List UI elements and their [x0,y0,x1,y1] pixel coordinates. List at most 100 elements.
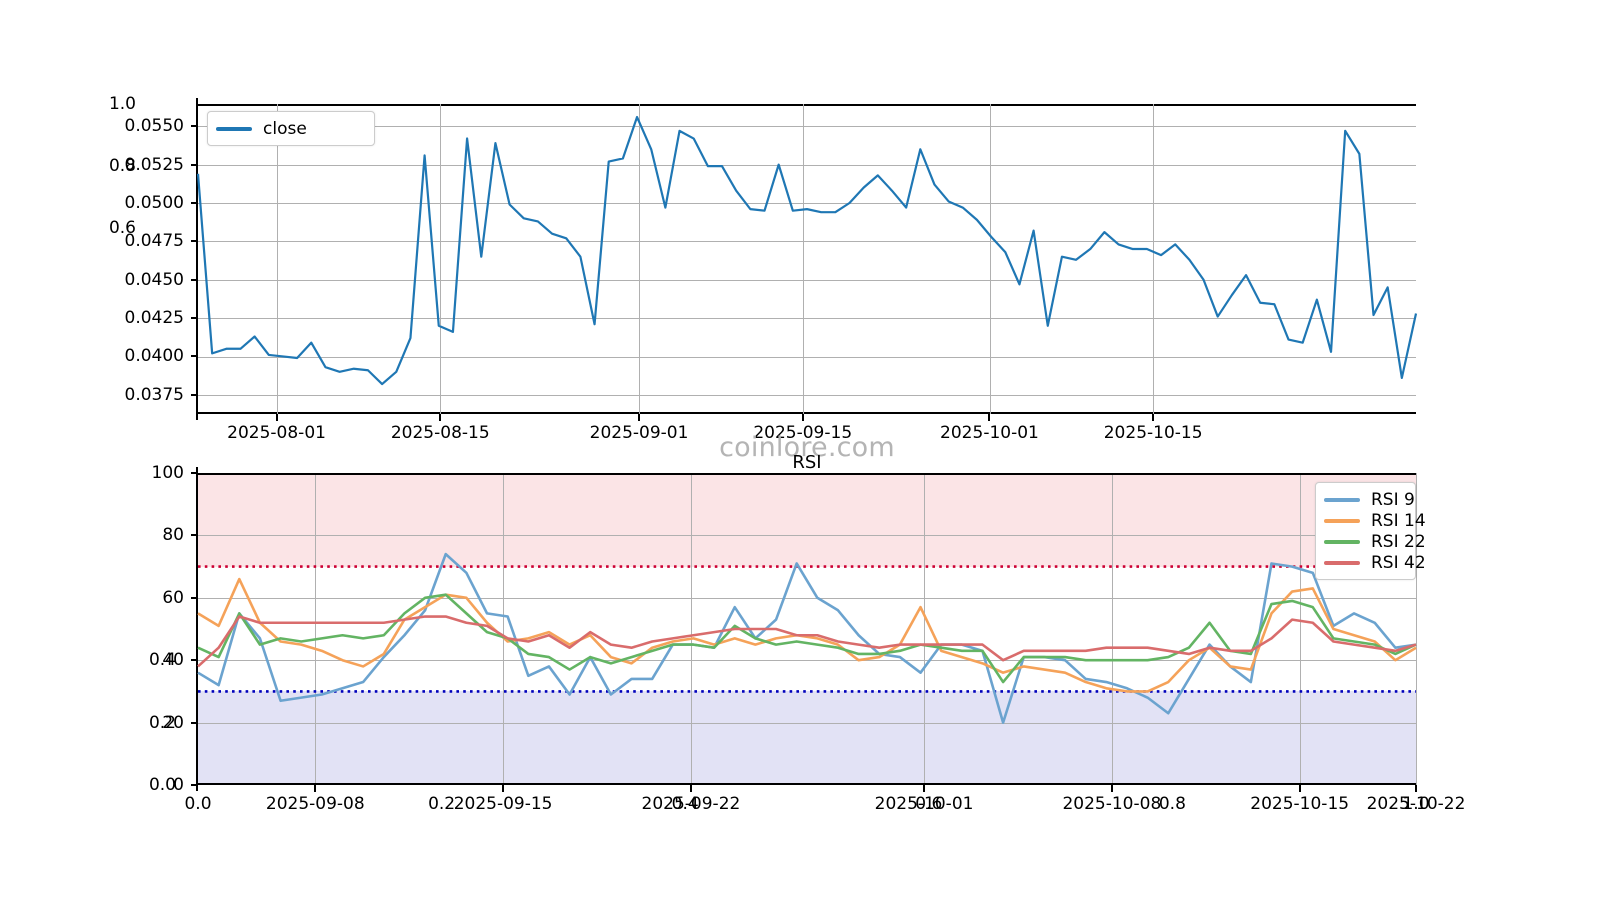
rsi-ytick-label: 80 [162,525,184,546]
rsi-chart-panel [196,467,1417,791]
price-ytick-mark [191,393,198,396]
rsi-gridline-v [1299,473,1301,785]
price-gridline-v [802,104,804,414]
rsi-gridline-v [690,473,692,785]
rsi-ytick-mark [191,596,198,599]
price-gridline-h [198,126,1416,128]
rsi-secondary-xtick-label: 0.6 [915,794,943,814]
rsi-gridline-v [503,473,505,785]
price-panel-left-spine [196,98,198,420]
rsi-xtick-label: 2025-10-22 [1366,794,1466,814]
rsi-panel-title: RSI [792,452,822,473]
price-gridline-v [1153,104,1155,414]
legend-item-close[interactable]: close [216,118,364,139]
rsi-panel-left-spine [196,467,198,791]
rsi-ytick-label: 100 [151,463,184,483]
price-ytick-mark [191,317,198,320]
price-chart-legend[interactable]: close [207,111,375,146]
price-secondary-ytick-label: 1.0 [108,94,136,114]
price-gridline-h [198,279,1416,281]
price-xtick-mark [801,414,804,421]
rsi-xtick-mark [923,785,926,792]
rsi-gridline-v [1111,473,1113,785]
rsi-series-lines [197,552,1417,724]
price-xtick-label: 2025-09-01 [589,423,689,443]
rsi-xtick-mark [689,785,692,792]
rsi-ytick-label: 40 [162,650,184,671]
price-ytick-label: 0.0450 [124,269,184,290]
price-gridline-h [198,164,1416,166]
rsi-gridline-v [315,473,317,785]
rsi-ytick-label: 0 [173,775,184,795]
legend-swatch-rsi42 [1324,560,1360,565]
rsi-xtick-label: 2025-09-15 [453,794,553,814]
oversold-band [198,691,1416,785]
rsi-ytick-mark [191,472,198,474]
rsi-gridline-h [198,660,1416,662]
price-xtick-label: 2025-08-15 [390,423,490,443]
rsi-chart-legend[interactable]: RSI 9 RSI 14 RSI 22 RSI 42 [1315,482,1426,580]
rsi-xtick-mark [314,785,317,792]
price-gridline-h [198,203,1416,204]
rsi-secondary-xtick-label: 0.2 [428,794,456,814]
price-xtick-label: 2025-10-01 [940,423,1039,443]
price-xtick-mark [275,414,278,421]
price-xtick-label: 2025-10-15 [1103,423,1203,443]
price-ytick-label: 0.0500 [124,192,184,213]
legend-swatch-close [216,126,252,131]
rsi-gridline-h [198,722,1416,724]
rsi-gridline-v [924,473,925,785]
coinlore-watermark: coinlore.com [719,432,895,463]
legend-swatch-rsi22 [1324,539,1360,544]
price-xtick-label: 2025-09-15 [753,423,853,443]
price-gridline-v [276,104,278,414]
rsi-secondary-ytick-label: 0.2 [148,712,176,733]
rsi-gridline-h [198,597,1416,599]
rsi-ytick-mark [191,534,198,537]
rsi-secondary-ytick-label: 0.4 [148,650,176,671]
legend-item-rsi14[interactable]: RSI 14 [1324,510,1426,531]
price-ytick-mark [191,355,198,358]
overbought-band [198,473,1416,567]
price-xtick-mark [1152,414,1155,421]
price-gridline-h [198,356,1416,358]
price-ytick-label: 0.0550 [124,116,184,137]
rsi-polyline-rsi9 [197,552,1417,724]
price-gridline-h [198,241,1416,243]
legend-label-close: close [263,118,307,139]
rsi-ytick-label: 60 [162,587,184,608]
legend-item-rsi9[interactable]: RSI 9 [1324,489,1415,510]
price-secondary-ytick-label: 0.8 [108,156,136,176]
rsi-secondary-ytick-mark [191,659,198,662]
price-ytick-mark [191,278,198,281]
rsi-secondary-ytick-label: 0.0 [148,775,176,795]
price-xtick-mark [439,414,442,421]
price-gridline-v [989,104,991,414]
legend-label-rsi42: RSI 42 [1371,552,1426,573]
rsi-xtick-mark [1110,785,1113,792]
rsi-xtick-label: 2025-10-15 [1250,794,1350,814]
legend-swatch-rsi9 [1324,497,1360,502]
rsi-xtick-label: 2025-09-08 [265,794,365,814]
rsi-secondary-xtick-label: 0.4 [671,794,699,814]
legend-item-rsi22[interactable]: RSI 22 [1324,531,1426,552]
legend-swatch-rsi14 [1324,518,1360,523]
price-xtick-mark [988,414,991,421]
rsi-secondary-xtick-label: 0.0 [184,794,212,814]
price-ytick-mark [191,125,198,128]
rsi-xtick-label: 2025-10-01 [874,794,974,814]
rsi-xtick-label: 2025-09-22 [641,794,741,814]
price-gridline-h [198,318,1416,320]
rsi-secondary-xtick-label: 1.0 [1402,794,1430,814]
price-ytick-mark [191,240,198,243]
rsi-polyline-rsi14 [197,577,1417,693]
rsi-xtick-label: 2025-10-08 [1062,794,1162,814]
rsi-gridline-v [1416,473,1417,785]
legend-item-rsi42[interactable]: RSI 42 [1324,552,1426,573]
close-polyline [196,115,1418,386]
price-gridline-v [639,104,640,414]
legend-label-rsi14: RSI 14 [1371,510,1426,531]
close-price-line [196,115,1418,386]
price-ytick-label: 0.0400 [124,346,184,367]
